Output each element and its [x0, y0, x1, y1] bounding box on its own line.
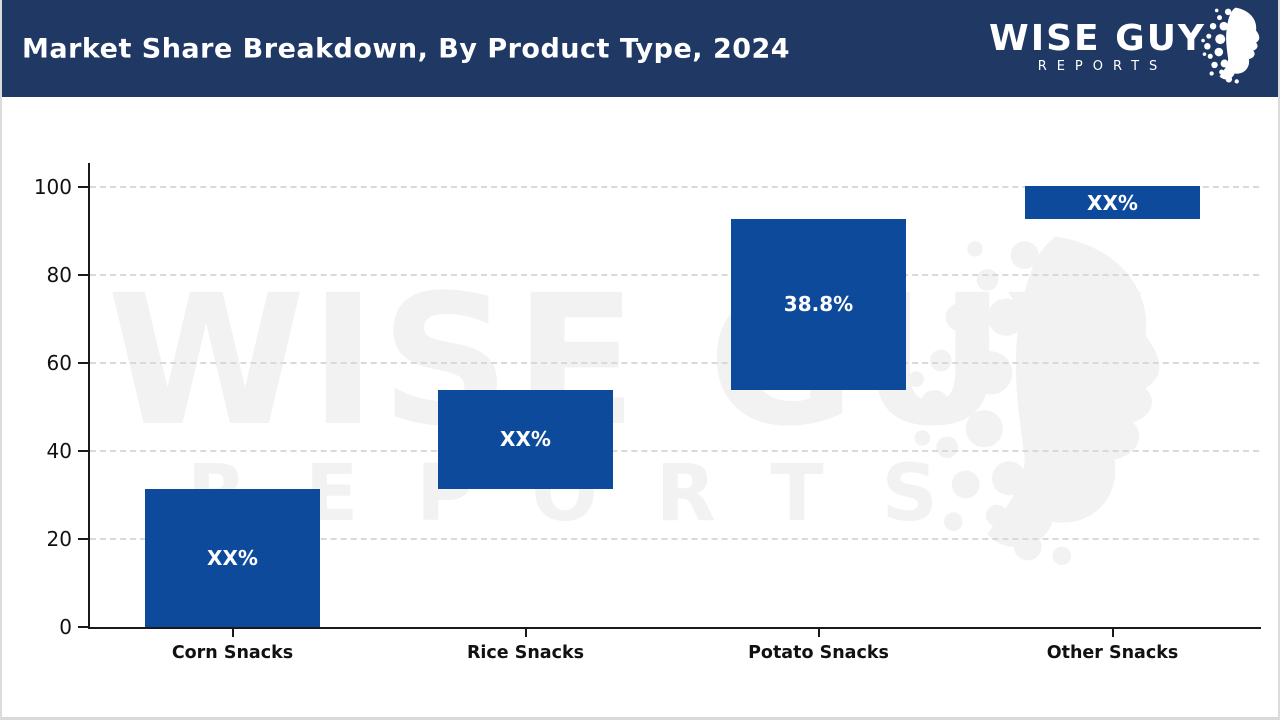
y-tick-mark-80 — [78, 274, 88, 276]
x-axis-line — [88, 627, 1261, 629]
header-bar: Market Share Breakdown, By Product Type,… — [2, 0, 1278, 97]
page-title: Market Share Breakdown, By Product Type,… — [22, 33, 791, 64]
gridline-y-20 — [90, 538, 1259, 540]
bar-value-label: XX% — [1087, 190, 1138, 215]
y-axis-line — [88, 163, 90, 629]
bar-value-label: XX% — [500, 427, 551, 452]
gridline-y-60 — [90, 362, 1259, 364]
x-tick-mark — [524, 629, 527, 637]
brand-logo-text: WISE GUY REPORTS — [988, 17, 1206, 75]
y-tick-label-60: 60 — [46, 351, 72, 375]
gridline-y-80 — [90, 274, 1259, 276]
x-category-label: Rice Snacks — [466, 643, 585, 663]
y-tick-label-0: 0 — [59, 615, 72, 639]
y-tick-label-40: 40 — [46, 439, 72, 463]
y-tick-mark-40 — [78, 450, 88, 452]
bar-potato-snacks — [731, 219, 906, 390]
gridline-y-100 — [90, 186, 1259, 188]
y-tick-label-80: 80 — [46, 263, 72, 287]
y-tick-mark-60 — [78, 362, 88, 364]
x-tick-mark — [1111, 629, 1114, 637]
watermark-dotted-face — [882, 207, 1192, 607]
bar-value-label: 38.8% — [783, 292, 854, 317]
bar-other-snacks — [1025, 186, 1200, 220]
y-tick-mark-100 — [78, 186, 88, 188]
bar-corn-snacks — [145, 488, 320, 627]
dotted-face-icon — [1192, 4, 1270, 90]
bar-rice-snacks — [438, 389, 613, 489]
x-category-label: Potato Snacks — [748, 643, 889, 663]
x-category-label: Other Snacks — [1046, 643, 1179, 663]
brand-subname: REPORTS — [1037, 59, 1168, 75]
bar-value-label: XX% — [207, 545, 258, 570]
chart-canvas: WISE GUY REPORTS 0 20 40 60 80 100 XX% Corn Sna… — [2, 97, 1278, 717]
x-tick-mark — [231, 629, 234, 637]
x-category-label: Corn Snacks — [171, 643, 294, 663]
y-tick-label-100: 100 — [33, 175, 72, 199]
x-tick-mark — [817, 629, 820, 637]
y-tick-mark-20 — [78, 538, 88, 540]
brand-logo: WISE GUY REPORTS — [989, 4, 1270, 90]
y-tick-label-20: 20 — [46, 527, 72, 551]
gridline-y-40 — [90, 450, 1259, 452]
brand-name: WISE GUY — [988, 17, 1206, 59]
y-tick-mark-0 — [78, 626, 88, 628]
